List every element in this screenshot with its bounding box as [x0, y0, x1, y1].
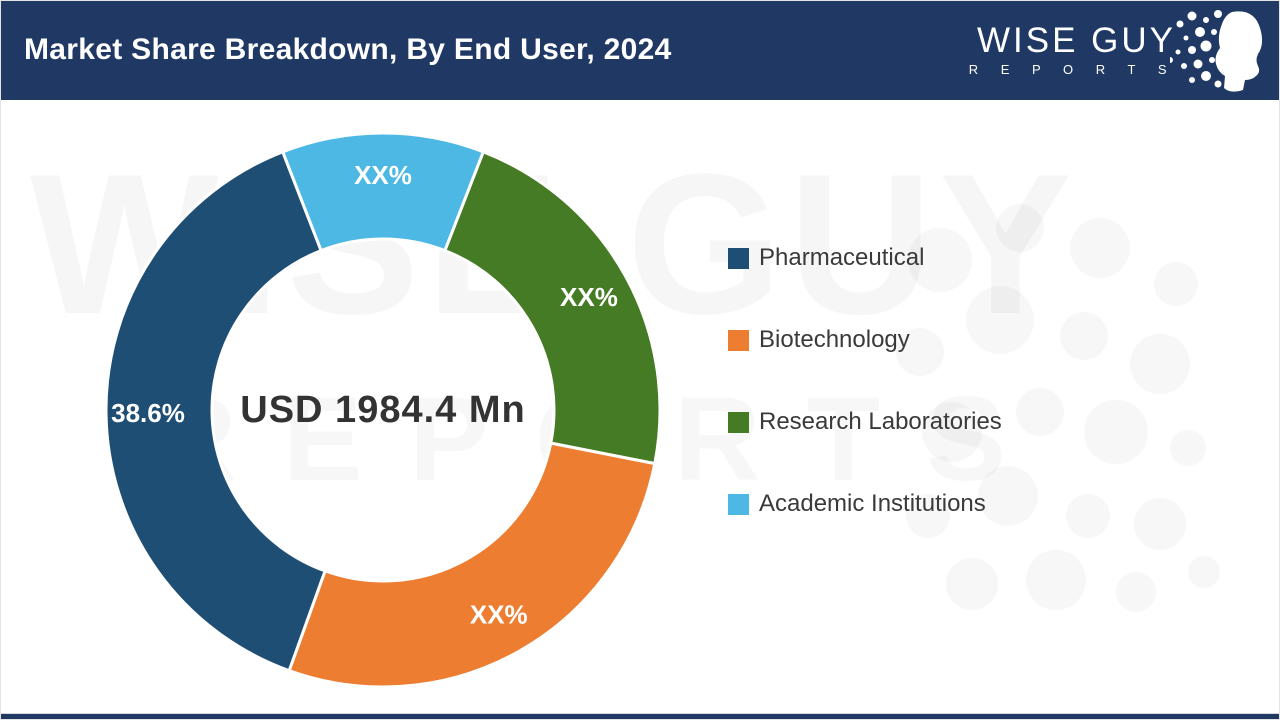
- legend-swatch-research-laboratories: [728, 411, 749, 433]
- segment-value-label: XX%: [354, 160, 412, 190]
- donut-center-value: USD 1984.4 Mn: [240, 389, 525, 431]
- brand-logo: WISE GUY R E P O R T S: [965, 6, 1280, 94]
- legend-label: Pharmaceutical: [759, 244, 925, 271]
- brand-subtitle: R E P O R T S: [968, 62, 1176, 77]
- footer-bar: [0, 714, 1280, 720]
- legend-item-research-laboratories[interactable]: Research Laboratories: [728, 408, 1002, 436]
- segment-value-label: XX%: [560, 282, 618, 312]
- header-bar: Market Share Breakdown, By End User, 202…: [0, 0, 1280, 100]
- bottom-divider: [0, 713, 1280, 714]
- donut-chart: XX% XX% XX% 38.6% USD 1984.4 Mn: [104, 131, 662, 689]
- legend-item-academic-institutions[interactable]: Academic Institutions: [728, 490, 1002, 518]
- legend-swatch-biotechnology: [728, 329, 749, 351]
- brand-name: WISE GUY: [976, 21, 1176, 60]
- brand-logo-text: WISE GUY R E P O R T S: [965, 23, 1176, 77]
- legend-swatch-academic-institutions: [728, 493, 749, 515]
- donut-segment-biotechnology[interactable]: [287, 441, 657, 689]
- segment-value-label: XX%: [470, 599, 528, 629]
- legend-label: Research Laboratories: [759, 408, 1002, 435]
- donut-segment-research-laboratories[interactable]: [443, 150, 662, 466]
- donut-segment-pharmaceutical[interactable]: [104, 150, 327, 673]
- legend-item-pharmaceutical[interactable]: Pharmaceutical: [728, 244, 1002, 272]
- chart-legend: Pharmaceutical Biotechnology Research La…: [728, 244, 1002, 518]
- legend-label: Academic Institutions: [759, 490, 986, 517]
- legend-swatch-pharmaceutical: [728, 247, 749, 269]
- legend-label: Biotechnology: [759, 326, 910, 353]
- page-title: Market Share Breakdown, By End User, 202…: [24, 33, 672, 66]
- brand-head-dots-icon: [1170, 10, 1263, 92]
- legend-item-biotechnology[interactable]: Biotechnology: [728, 326, 1002, 354]
- segment-value-label: 38.6%: [111, 398, 185, 428]
